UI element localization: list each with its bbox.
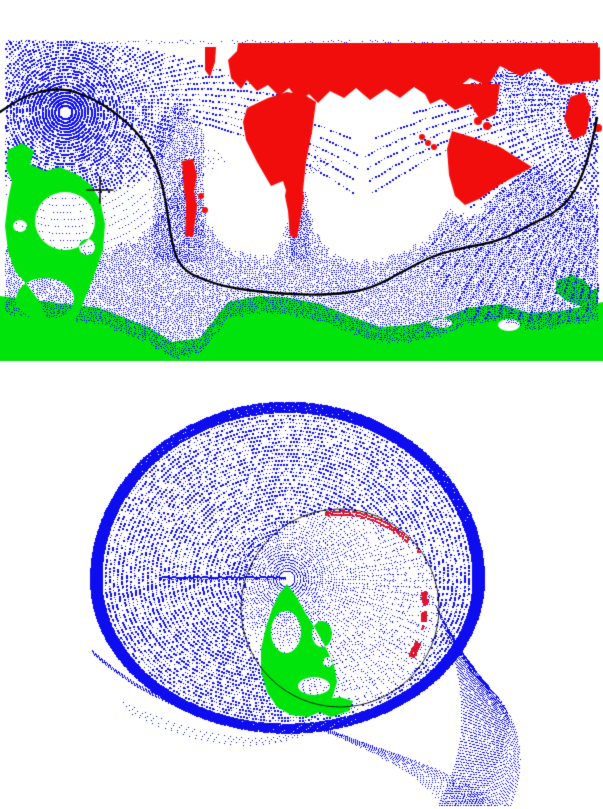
figure-canvas xyxy=(0,0,603,809)
trajectory-figure xyxy=(0,0,603,809)
figure-page xyxy=(0,0,603,809)
